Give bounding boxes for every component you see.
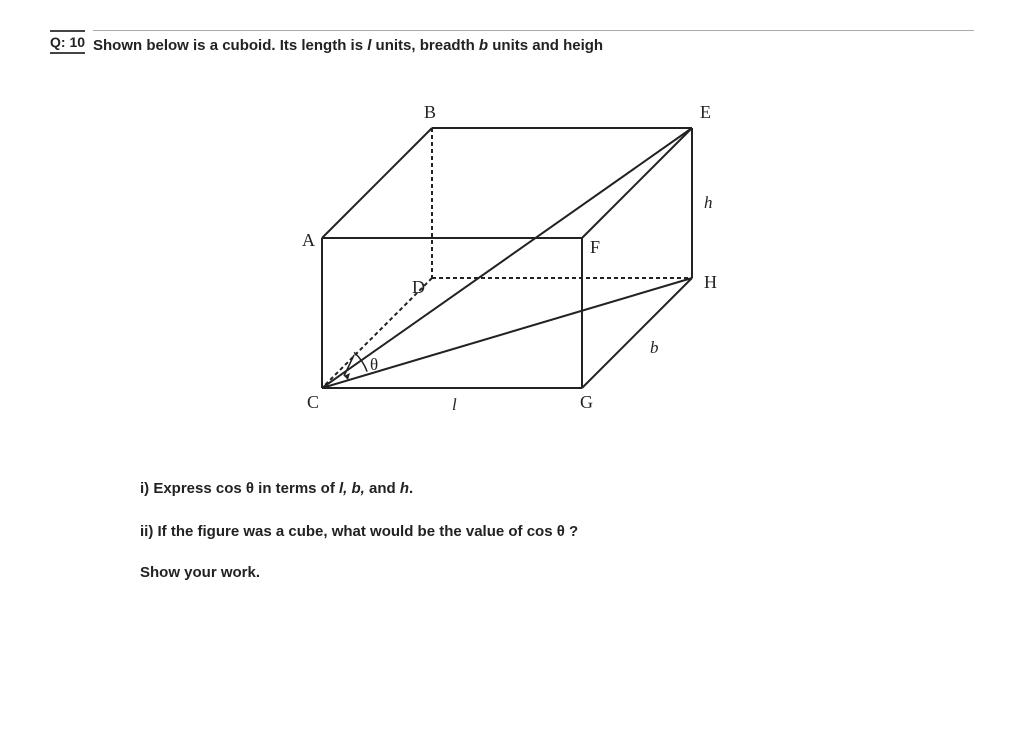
part-i-h: h (400, 480, 409, 497)
svg-text:B: B (424, 102, 436, 122)
svg-text:E: E (700, 102, 711, 122)
prompt-text-3: units and heigh (488, 37, 603, 54)
part-i: i) Express cos θ in terms of l, b, and h… (140, 478, 974, 499)
prompt-text-1: Shown below is a cuboid. Its length is (93, 37, 367, 54)
prompt-text-2: units, breadth (371, 37, 479, 54)
part-i-prefix: i) Express cos θ in terms of (140, 480, 339, 497)
svg-text:l: l (452, 395, 457, 414)
svg-text:b: b (650, 338, 659, 357)
svg-text:G: G (580, 392, 593, 412)
part-ii: ii) If the figure was a cube, what would… (140, 521, 974, 542)
part-i-and: and (365, 480, 400, 497)
var-b: b (479, 37, 488, 54)
show-work: Show your work. (140, 564, 974, 581)
svg-text:F: F (590, 237, 600, 257)
svg-text:θ: θ (370, 355, 378, 374)
question-prompt: Shown below is a cuboid. Its length is l… (93, 30, 974, 58)
cuboid-diagram: A B E F C D H Gl b h θ (252, 78, 772, 438)
part-i-period: . (409, 480, 413, 497)
svg-text:H: H (704, 272, 717, 292)
svg-text:D: D (412, 277, 425, 297)
svg-text:C: C (307, 392, 319, 412)
question-label: Q: 10 (50, 30, 85, 54)
svg-text:h: h (704, 193, 713, 212)
svg-text:A: A (302, 230, 315, 250)
part-i-vars: l, b, (339, 480, 365, 497)
